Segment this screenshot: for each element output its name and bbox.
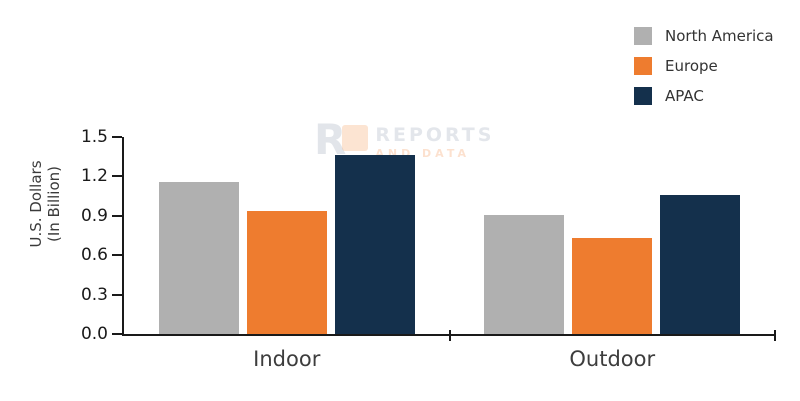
- bar-apac-indoor: [334, 155, 415, 334]
- y-tick-mark: [112, 333, 122, 335]
- bar-apac-outdoor: [660, 194, 741, 334]
- legend-swatch-icon: [634, 87, 652, 105]
- legend-swatch-icon: [634, 27, 652, 45]
- bar-europe-outdoor: [572, 238, 653, 334]
- legend-label: Europe: [665, 57, 718, 75]
- legend-item: Europe: [634, 57, 774, 75]
- plot-area: 0.0 0.3 0.6 0.9 1.2 1.5 Indoor Outdoor: [81, 127, 776, 371]
- x-tick-mark: [774, 330, 776, 341]
- legend-item: APAC: [634, 87, 774, 105]
- bar-north-america-indoor: [158, 181, 239, 334]
- y-axis-title-line2: (In Billion): [45, 165, 63, 243]
- y-tick-label: 1.2: [80, 166, 108, 187]
- y-tick-mark: [112, 293, 122, 296]
- y-tick-label: 1.5: [80, 127, 108, 147]
- bar-europe-indoor: [246, 210, 327, 334]
- y-tick-label: 0.6: [80, 245, 108, 266]
- y-tick-label: 0.0: [80, 324, 108, 344]
- legend-label: North America: [665, 27, 774, 45]
- bar-north-america-outdoor: [484, 214, 565, 334]
- legend-swatch-icon: [634, 57, 652, 75]
- x-category-label: Outdoor: [569, 347, 656, 371]
- legend: North America Europe APAC: [634, 27, 774, 117]
- y-axis-title: U.S. Dollars (In Billion): [27, 160, 63, 247]
- legend-item: North America: [634, 27, 774, 45]
- y-axis-title-line1: U.S. Dollars: [27, 160, 45, 248]
- x-tick-mark: [448, 330, 451, 341]
- y-tick-label: 0.3: [80, 284, 108, 305]
- y-tick-mark: [112, 136, 122, 138]
- legend-label: APAC: [665, 87, 704, 105]
- y-tick-mark: [112, 214, 122, 217]
- y-tick-mark: [112, 254, 122, 257]
- y-tick-label: 0.9: [80, 205, 108, 226]
- y-tick-mark: [112, 175, 122, 178]
- x-category-label: Indoor: [253, 347, 321, 371]
